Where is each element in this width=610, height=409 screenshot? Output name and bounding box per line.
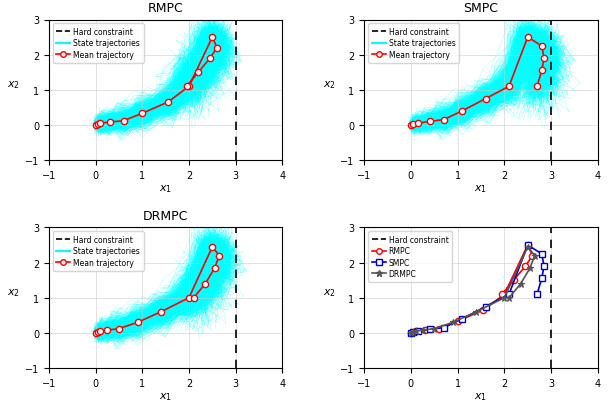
RMPC <box>422 328 429 333</box>
DRMPC <box>409 330 417 335</box>
Y-axis label: $x_2$: $x_2$ <box>323 286 336 298</box>
RMPC <box>498 292 506 297</box>
RMPC <box>436 326 443 331</box>
X-axis label: $x_1$: $x_1$ <box>475 391 487 402</box>
Title: SMPC: SMPC <box>464 2 498 15</box>
DRMPC <box>517 281 525 286</box>
DRMPC <box>473 310 480 315</box>
DRMPC <box>526 266 534 271</box>
Line: SMPC: SMPC <box>408 243 547 336</box>
DRMPC <box>419 328 426 333</box>
DRMPC <box>407 330 415 335</box>
X-axis label: $x_1$: $x_1$ <box>475 183 487 195</box>
SMPC <box>538 276 545 281</box>
SMPC <box>407 330 415 335</box>
Legend: Hard constraint, State trajectories, Mean trajectory: Hard constraint, State trajectories, Mea… <box>52 232 144 271</box>
RMPC <box>479 308 487 313</box>
RMPC <box>407 330 415 335</box>
Legend: Hard constraint, State trajectories, Mean trajectory: Hard constraint, State trajectories, Mea… <box>52 24 144 63</box>
Title: RMPC: RMPC <box>148 2 184 15</box>
Title: DRMPC: DRMPC <box>143 210 188 222</box>
DRMPC <box>531 254 539 258</box>
Y-axis label: $x_2$: $x_2$ <box>7 286 20 298</box>
SMPC <box>524 243 531 248</box>
DRMPC <box>524 245 531 249</box>
SMPC <box>538 252 545 257</box>
Y-axis label: $x_2$: $x_2$ <box>323 79 336 90</box>
DRMPC <box>501 296 508 301</box>
RMPC <box>510 278 517 283</box>
SMPC <box>505 292 512 297</box>
Line: RMPC: RMPC <box>407 242 536 336</box>
DRMPC <box>450 320 457 325</box>
RMPC <box>501 292 508 297</box>
DRMPC <box>505 296 512 301</box>
SMPC <box>426 327 433 332</box>
Legend: Hard constraint, State trajectories, Mean trajectory: Hard constraint, State trajectories, Mea… <box>368 24 459 63</box>
RMPC <box>529 254 536 258</box>
X-axis label: $x_1$: $x_1$ <box>159 391 172 402</box>
Line: DRMPC: DRMPC <box>407 244 538 337</box>
SMPC <box>540 264 548 269</box>
Legend: Hard constraint, RMPC, SMPC, DRMPC: Hard constraint, RMPC, SMPC, DRMPC <box>368 232 453 282</box>
SMPC <box>409 330 417 335</box>
X-axis label: $x_1$: $x_1$ <box>159 183 172 195</box>
RMPC <box>522 264 529 269</box>
SMPC <box>482 304 489 309</box>
DRMPC <box>431 326 438 331</box>
RMPC <box>524 243 531 248</box>
RMPC <box>412 329 419 334</box>
SMPC <box>414 329 422 334</box>
RMPC <box>454 319 461 324</box>
SMPC <box>459 317 466 321</box>
SMPC <box>440 325 447 330</box>
DRMPC <box>412 329 419 334</box>
Y-axis label: $x_2$: $x_2$ <box>7 79 20 90</box>
SMPC <box>533 292 540 297</box>
RMPC <box>409 330 417 335</box>
